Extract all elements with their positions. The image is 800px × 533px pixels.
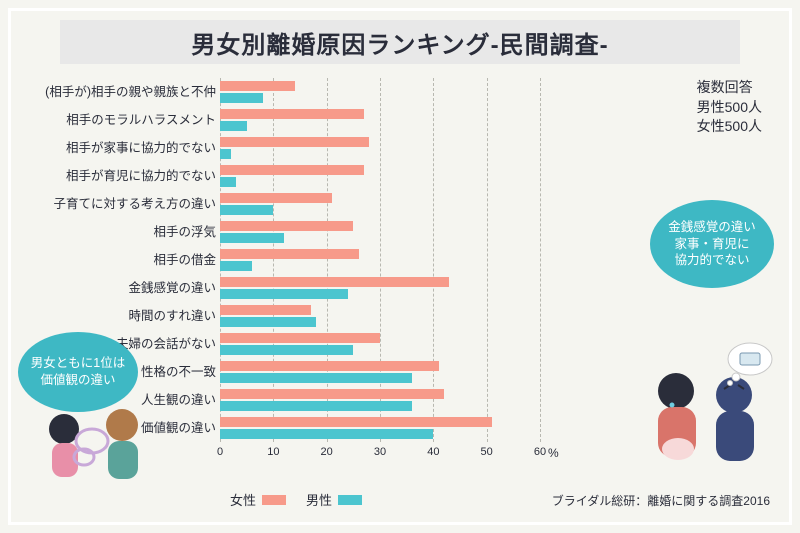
legend-label: 男性 [306, 490, 332, 509]
bar-female [220, 277, 449, 287]
legend-item-female: 女性 [230, 490, 286, 509]
bar-male [220, 317, 316, 327]
category-label: 相手の浮気 [40, 218, 216, 246]
page-title: 男女別離婚原因ランキング-民間調査- [191, 25, 608, 60]
note-line: 男性500人 [697, 98, 762, 118]
category-label: 相手が家事に協力的でない [40, 134, 216, 162]
note-line: 女性500人 [697, 117, 762, 137]
bar-female [220, 249, 359, 259]
percent-symbol: % [548, 446, 559, 460]
category-label: 金銭感覚の違い [40, 274, 216, 302]
chart-row: 金銭感覚の違い [40, 274, 560, 302]
bar-male [220, 345, 353, 355]
x-axis-tick: 30 [374, 446, 386, 458]
bar-female [220, 137, 369, 147]
note-line: 複数回答 [697, 78, 762, 98]
couple-illustration-left [26, 395, 166, 485]
x-axis-tick: 60 [534, 446, 546, 458]
bar-male [220, 429, 433, 439]
source-citation: ブライダル総研：離婚に関する調査2016 [552, 492, 770, 509]
bar-female [220, 221, 353, 231]
x-axis-tick: 20 [321, 446, 333, 458]
legend-label: 女性 [230, 490, 256, 509]
bar-female [220, 193, 332, 203]
x-axis-tick: 40 [427, 446, 439, 458]
bar-male [220, 401, 412, 411]
bar-male [220, 373, 412, 383]
bar-female [220, 417, 492, 427]
chart-row: (相手が)相手の親や親族と不仲 [40, 78, 560, 106]
category-label: (相手が)相手の親や親族と不仲 [40, 78, 216, 106]
legend-swatch-male [338, 495, 362, 505]
x-axis-tick: 0 [217, 446, 223, 458]
chart-legend: 女性 男性 [230, 490, 362, 509]
category-label: 時間のすれ違い [40, 302, 216, 330]
legend-swatch-female [262, 495, 286, 505]
couple-illustration-right [628, 333, 778, 473]
bar-male [220, 93, 263, 103]
chart-row: 時間のすれ違い [40, 302, 560, 330]
bubble-text: 金銭感覚の違い家事・育児に協力的でない [668, 219, 756, 270]
bar-male [220, 149, 231, 159]
chart-row: 相手の借金 [40, 246, 560, 274]
survey-note: 複数回答 男性500人 女性500人 [697, 78, 762, 137]
bar-male [220, 177, 236, 187]
bar-female [220, 109, 364, 119]
x-axis-tick: 10 [267, 446, 279, 458]
x-axis-tick: 50 [481, 446, 493, 458]
bar-female [220, 333, 380, 343]
chart-row: 相手のモラルハラスメント [40, 106, 560, 134]
bar-male [220, 121, 247, 131]
callout-bubble-right: 金銭感覚の違い家事・育児に協力的でない [650, 200, 774, 288]
category-label: 相手が育児に協力的でない [40, 162, 216, 190]
bar-male [220, 233, 284, 243]
bar-male [220, 289, 348, 299]
bar-female [220, 165, 364, 175]
bar-female [220, 305, 311, 315]
bubble-text: 男女ともに1位は価値観の違い [31, 355, 125, 389]
bar-female [220, 361, 439, 371]
chart-row: 相手の浮気 [40, 218, 560, 246]
legend-item-male: 男性 [306, 490, 362, 509]
category-label: 子育てに対する考え方の違い [40, 190, 216, 218]
bar-male [220, 205, 273, 215]
chart-row: 子育てに対する考え方の違い [40, 190, 560, 218]
chart-row: 相手が家事に協力的でない [40, 134, 560, 162]
title-bar: 男女別離婚原因ランキング-民間調査- [60, 20, 740, 64]
bar-female [220, 389, 444, 399]
bar-male [220, 261, 252, 271]
bar-female [220, 81, 295, 91]
category-label: 相手の借金 [40, 246, 216, 274]
category-label: 相手のモラルハラスメント [40, 106, 216, 134]
chart-row: 相手が育児に協力的でない [40, 162, 560, 190]
